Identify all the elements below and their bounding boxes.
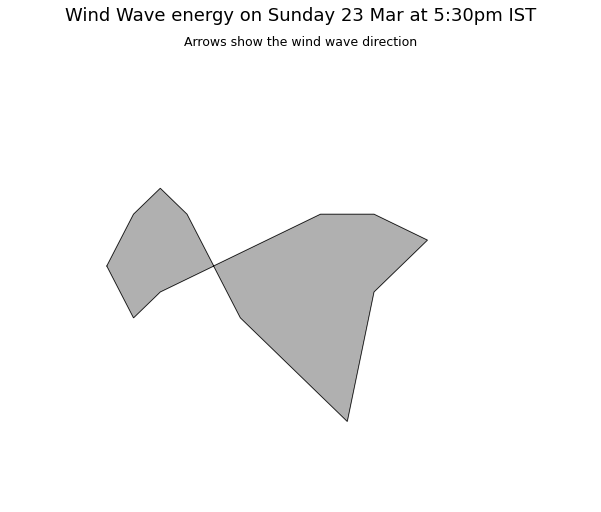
Text: Arrows show the wind wave direction: Arrows show the wind wave direction — [184, 36, 417, 49]
Polygon shape — [107, 188, 427, 421]
Text: Wind Wave energy on Sunday 23 Mar at 5:30pm IST: Wind Wave energy on Sunday 23 Mar at 5:3… — [65, 8, 536, 26]
